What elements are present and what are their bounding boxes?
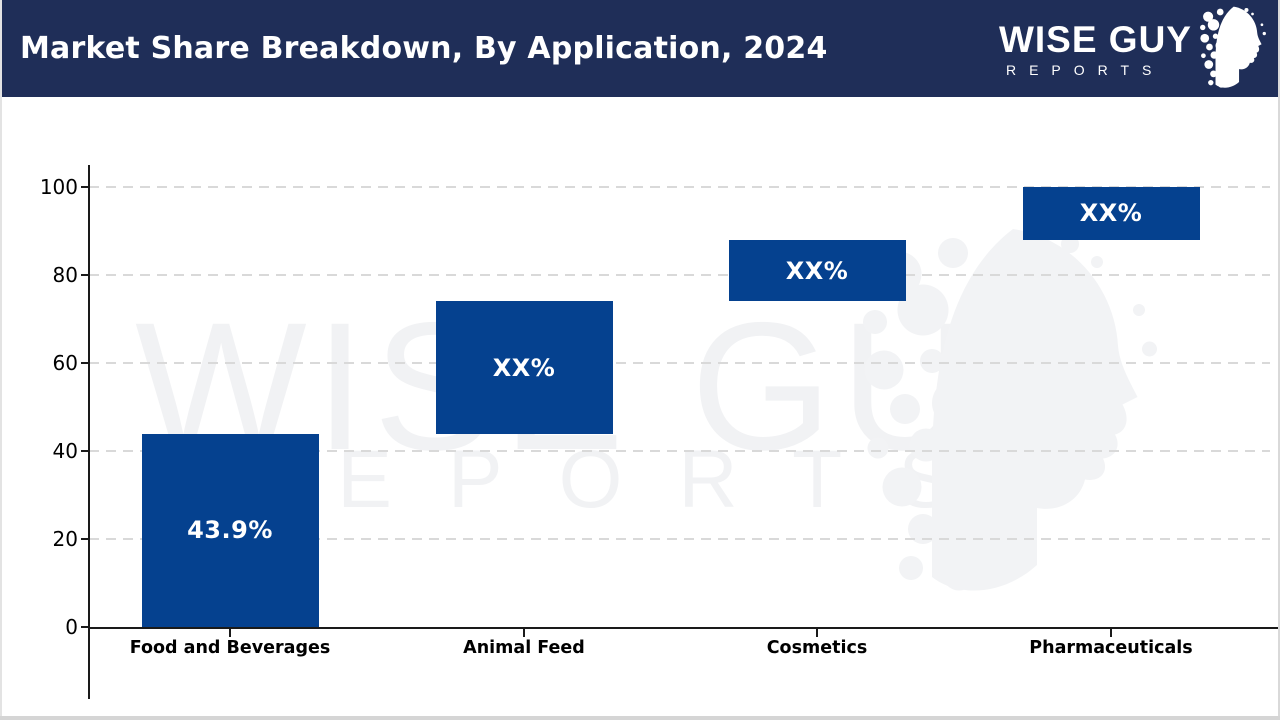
logo-wordmark: WISE GUY (998, 19, 1192, 60)
gridline-20 (89, 538, 1270, 540)
x-category-label-cosmetics: Cosmetics (766, 638, 868, 658)
y-tick-20 (81, 538, 89, 540)
watermark-text-2: REPORTS (222, 434, 1009, 525)
wise-guy-head-icon (1200, 6, 1266, 88)
y-tick-0 (81, 626, 89, 628)
y-tick-80 (81, 274, 89, 276)
wise-guy-logo: WISE GUY REPORTS (999, 4, 1270, 94)
bar-pharmaceuticals: XX% (1022, 187, 1200, 240)
bar-value-label: 43.9% (187, 516, 273, 545)
gridline-60 (89, 362, 1270, 364)
chart-area: WISE GUY REPORTS 0 20 40 60 80 100 43.9% Food a… (0, 97, 1280, 720)
y-axis-line (88, 165, 90, 699)
x-tick-cosmetics (816, 629, 818, 637)
y-tick-40 (81, 450, 89, 452)
gridline-100 (89, 186, 1270, 188)
gridline-80 (89, 274, 1270, 276)
y-tick-label-20: 20 (52, 527, 78, 551)
y-tick-label-40: 40 (52, 439, 78, 463)
bar-value-label: XX% (1079, 199, 1143, 228)
x-tick-animal-feed (523, 629, 525, 637)
x-tick-food-and-beverages (229, 629, 231, 637)
bar-value-label: XX% (785, 256, 849, 285)
bar-animal-feed: XX% (435, 301, 613, 434)
x-tick-pharmaceuticals (1110, 629, 1112, 637)
logo-text: WISE GUY REPORTS (999, 21, 1192, 77)
footer-divider (0, 716, 1280, 720)
logo-subtitle: REPORTS (1005, 62, 1165, 78)
y-tick-60 (81, 362, 89, 364)
x-category-label-animal-feed: Animal Feed (463, 638, 585, 658)
x-category-label-pharmaceuticals: Pharmaceuticals (1029, 638, 1193, 658)
x-axis-line (88, 627, 1278, 629)
bar-value-label: XX% (492, 353, 556, 382)
bar-cosmetics: XX% (728, 239, 906, 302)
y-tick-100 (81, 186, 89, 188)
bar-food-and-beverages: 43.9% (141, 433, 319, 627)
y-tick-label-0: 0 (65, 615, 78, 639)
page-title: Market Share Breakdown, By Application, … (20, 31, 828, 66)
header-bar: Market Share Breakdown, By Application, … (0, 0, 1280, 97)
x-category-label-food-and-beverages: Food and Beverages (129, 638, 331, 658)
y-tick-label-80: 80 (52, 263, 78, 287)
y-tick-label-100: 100 (39, 175, 78, 199)
gridline-40 (89, 450, 1270, 452)
y-tick-label-60: 60 (52, 351, 78, 375)
